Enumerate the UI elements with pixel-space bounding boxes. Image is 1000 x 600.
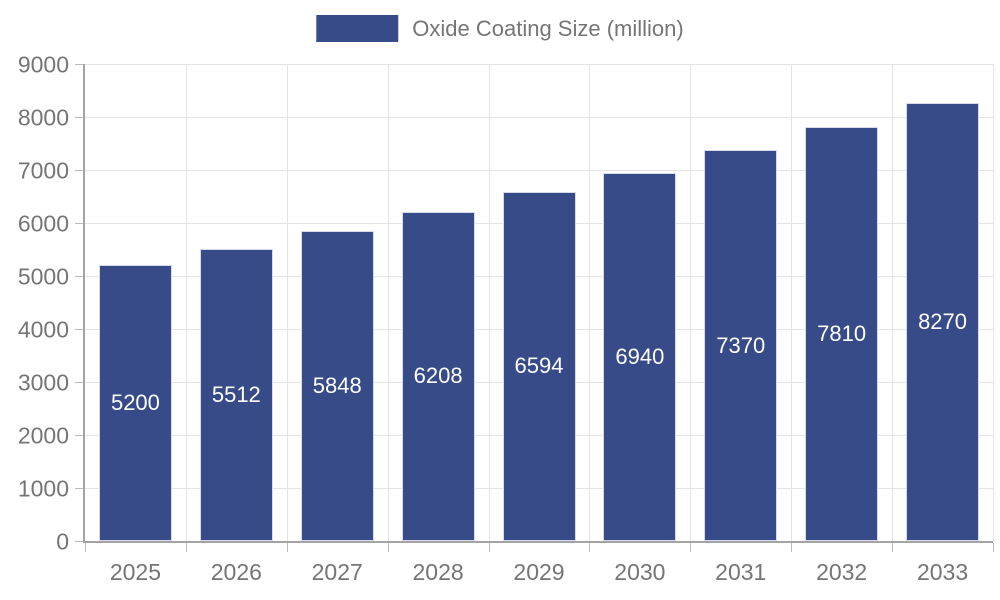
y-axis-tick — [75, 223, 83, 224]
x-axis-label: 2025 — [109, 559, 162, 585]
y-axis-label: 9000 — [17, 51, 69, 78]
gridline-vertical — [286, 64, 288, 541]
y-axis-line — [83, 64, 85, 541]
bar: 7370 — [704, 150, 778, 541]
gridline-vertical — [690, 64, 692, 541]
y-axis-tick — [75, 488, 83, 489]
bar-value-label: 7810 — [817, 321, 867, 347]
y-axis-label: 6000 — [17, 210, 69, 237]
y-axis-label: 3000 — [17, 369, 69, 396]
y-axis-tick — [75, 382, 83, 383]
x-axis-tick — [993, 543, 994, 552]
bar-value-label: 5512 — [211, 381, 261, 407]
y-axis-label: 4000 — [17, 316, 69, 343]
legend-swatch — [316, 15, 399, 42]
bar-value-label: 6208 — [413, 363, 463, 389]
y-axis-tick — [75, 276, 83, 277]
bar-value-label: 7370 — [716, 332, 766, 358]
bar: 8270 — [906, 102, 980, 541]
bar-value-label: 8270 — [918, 308, 968, 334]
x-axis-label: 2026 — [210, 559, 262, 585]
y-axis-tick — [75, 541, 83, 542]
y-axis-label: 7000 — [17, 157, 69, 184]
x-axis-tick — [690, 543, 692, 552]
x-axis-label: 2032 — [816, 559, 868, 585]
gridline-horizontal — [85, 170, 993, 171]
bar-value-label: 5200 — [110, 390, 160, 416]
gridline-vertical — [488, 64, 490, 541]
bar: 6940 — [603, 173, 677, 541]
gridline-vertical — [791, 64, 793, 541]
x-axis-line — [83, 541, 993, 543]
x-axis-tick — [387, 543, 389, 552]
bar: 6594 — [502, 191, 576, 541]
x-axis-tick — [85, 543, 86, 552]
x-axis-tick — [589, 543, 591, 552]
x-axis-label: 2028 — [412, 559, 464, 585]
gridline-vertical — [185, 64, 187, 541]
x-axis-tick — [488, 543, 490, 552]
bar: 7810 — [805, 127, 879, 541]
bar-value-label: 6594 — [514, 353, 564, 379]
x-axis-tick — [185, 543, 187, 552]
gridline-vertical — [993, 64, 994, 541]
y-axis-tick — [75, 64, 83, 65]
x-axis-tick — [791, 543, 793, 552]
x-axis-label: 2029 — [513, 559, 565, 585]
y-axis-label: 1000 — [17, 475, 69, 502]
x-axis-label: 2030 — [614, 559, 666, 585]
y-axis-tick — [75, 329, 83, 330]
y-axis-label: 2000 — [17, 422, 69, 449]
bar: 5512 — [199, 248, 273, 541]
y-axis-label: 8000 — [17, 104, 69, 131]
gridline-vertical — [892, 64, 894, 541]
y-axis-label: 5000 — [17, 263, 69, 290]
gridline-vertical — [589, 64, 591, 541]
x-axis-label: 2031 — [715, 559, 767, 585]
x-axis-label: 2027 — [311, 559, 363, 585]
x-axis-label: 2033 — [916, 559, 969, 585]
y-axis-tick — [75, 435, 83, 436]
y-axis-tick — [75, 117, 83, 118]
x-axis-tick — [286, 543, 288, 552]
y-axis-label: 0 — [56, 528, 69, 555]
gridline-vertical — [387, 64, 389, 541]
bar: 5200 — [98, 265, 172, 541]
gridline-horizontal — [85, 117, 993, 118]
y-axis-tick — [75, 170, 83, 171]
bar-value-label: 6940 — [615, 344, 665, 370]
bar-value-label: 5848 — [312, 373, 362, 399]
gridline-horizontal — [85, 64, 993, 65]
legend-label: Oxide Coating Size (million) — [412, 15, 684, 41]
bar: 5848 — [300, 231, 374, 541]
x-axis-tick — [892, 543, 894, 552]
bar: 6208 — [401, 211, 475, 541]
legend[interactable]: Oxide Coating Size (million) — [316, 15, 684, 42]
